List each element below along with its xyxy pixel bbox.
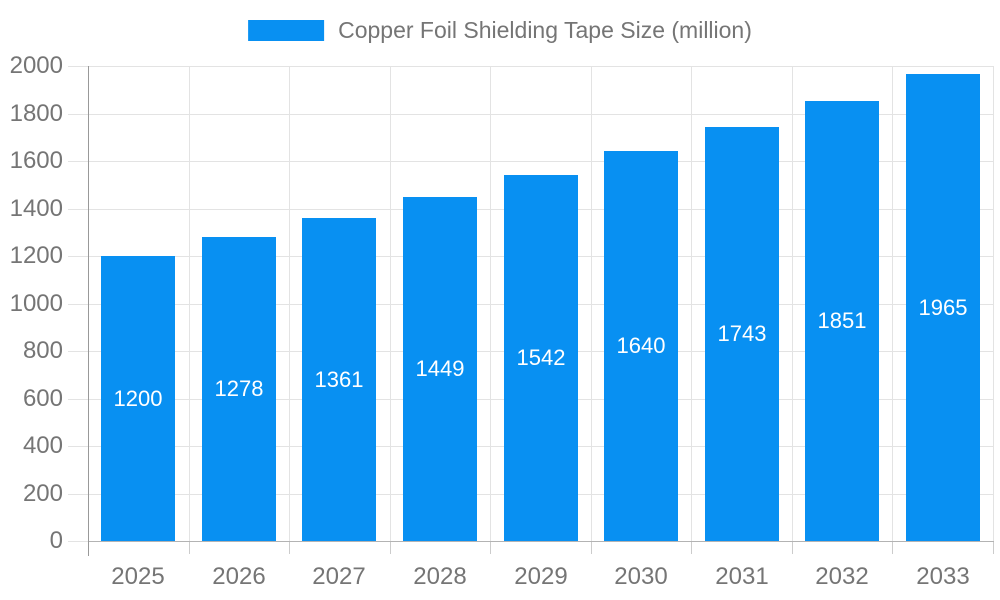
x-axis-line — [88, 541, 994, 542]
x-axis-tick — [189, 542, 190, 554]
legend-label: Copper Foil Shielding Tape Size (million… — [338, 17, 752, 43]
x-axis-tick-label: 2033 — [916, 563, 970, 590]
y-axis-tick-label: 400 — [22, 432, 63, 459]
y-axis-tick-label: 800 — [22, 337, 63, 364]
y-axis-tick-label: 200 — [22, 480, 63, 507]
bar-value-label: 1449 — [415, 356, 465, 381]
x-axis-tick — [993, 542, 994, 554]
v-gridline — [390, 66, 391, 541]
v-gridline — [490, 66, 491, 541]
bar-value-label: 1200 — [113, 386, 163, 411]
v-gridline — [792, 66, 793, 541]
y-axis-tick-label: 2000 — [9, 52, 63, 79]
x-axis-tick — [289, 542, 290, 554]
h-gridline — [68, 161, 993, 162]
bar[interactable] — [302, 218, 376, 541]
y-axis-tick-label: 1800 — [9, 100, 63, 127]
y-axis-tick-label: 600 — [22, 385, 63, 412]
x-axis-tick-label: 2032 — [815, 563, 869, 590]
h-gridline — [68, 66, 993, 67]
x-axis-tick — [892, 542, 893, 554]
y-axis-tick-label: 1200 — [9, 242, 63, 269]
y-axis-tick-label: 1400 — [9, 195, 63, 222]
bar[interactable] — [604, 151, 678, 541]
x-axis-tick-label: 2028 — [413, 563, 467, 590]
y-axis-tick-label: 0 — [49, 527, 63, 554]
bar-value-label: 1851 — [817, 308, 867, 333]
x-axis-tick — [792, 542, 793, 554]
v-gridline — [892, 66, 893, 541]
bar[interactable] — [202, 237, 276, 541]
bar-value-label: 1542 — [516, 345, 566, 370]
v-gridline — [591, 66, 592, 541]
x-axis-tick-label: 2029 — [514, 563, 568, 590]
y-axis-tick-label: 1000 — [9, 290, 63, 317]
bar[interactable] — [805, 101, 879, 541]
bar[interactable] — [403, 197, 477, 541]
y-axis-line — [88, 66, 89, 556]
legend-item[interactable]: Copper Foil Shielding Tape Size (million… — [248, 16, 752, 44]
x-axis-tick-label: 2027 — [312, 563, 366, 590]
bar-value-label: 1278 — [214, 376, 264, 401]
bar-value-label: 1361 — [314, 367, 364, 392]
v-gridline — [691, 66, 692, 541]
x-axis-tick — [691, 542, 692, 554]
bar-value-label: 1640 — [616, 333, 666, 358]
h-gridline — [68, 114, 993, 115]
x-axis-tick — [490, 542, 491, 554]
x-axis-tick-label: 2031 — [715, 563, 769, 590]
bar-value-label: 1965 — [918, 295, 968, 320]
v-gridline — [289, 66, 290, 541]
x-axis-tick-label: 2025 — [111, 563, 165, 590]
bar[interactable] — [504, 175, 578, 541]
x-axis-tick-label: 2030 — [614, 563, 668, 590]
bar[interactable] — [906, 74, 980, 541]
v-gridline — [993, 66, 994, 541]
bar-value-label: 1743 — [717, 321, 767, 346]
x-axis-tick — [390, 542, 391, 554]
x-axis-tick — [591, 542, 592, 554]
bar[interactable] — [101, 256, 175, 541]
legend-swatch — [248, 19, 325, 41]
v-gridline — [189, 66, 190, 541]
y-axis-tick-label: 1600 — [9, 147, 63, 174]
bar[interactable] — [705, 127, 779, 541]
x-axis-tick-label: 2026 — [212, 563, 266, 590]
